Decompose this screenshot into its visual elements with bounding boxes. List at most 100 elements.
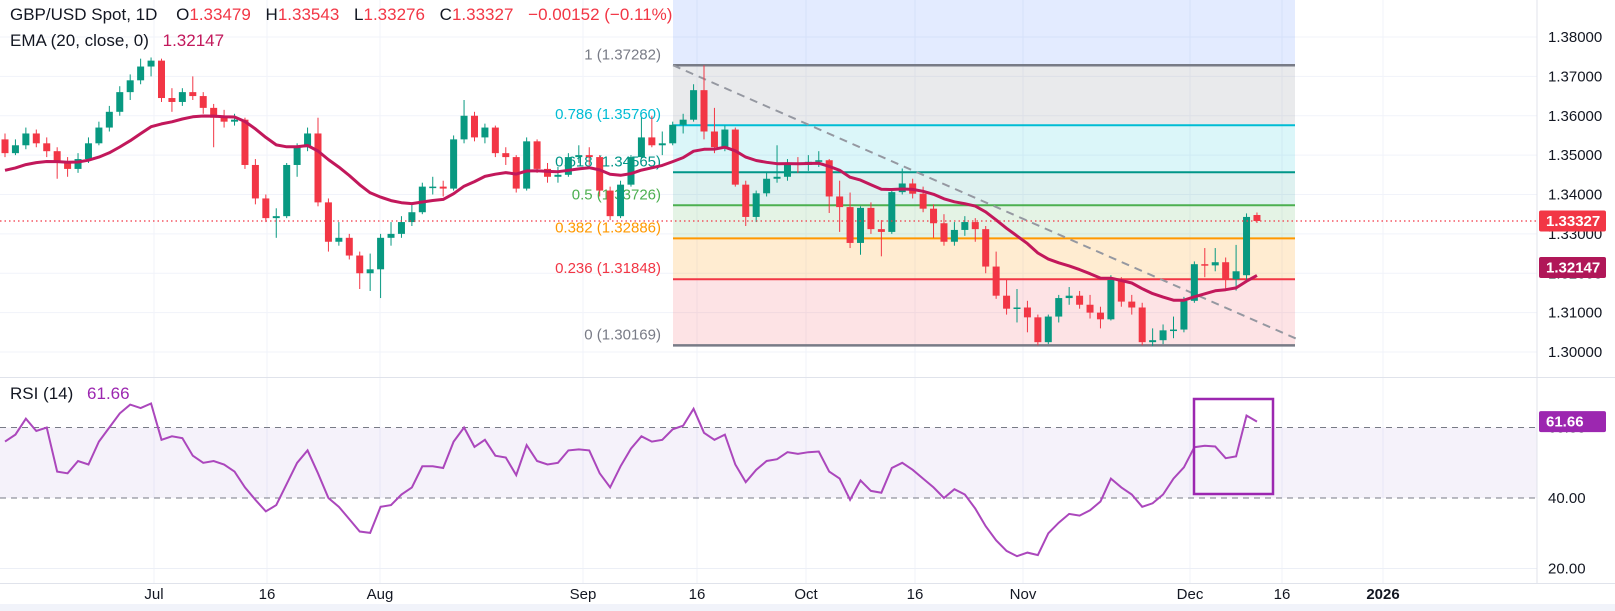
candle bbox=[930, 208, 938, 224]
fib-level-label-0.786: 0.786 (1.35760) bbox=[555, 106, 661, 123]
candle bbox=[1, 139, 9, 154]
candle bbox=[627, 157, 635, 185]
candle bbox=[64, 163, 72, 169]
ohlc-high-value: 1.33543 bbox=[277, 5, 340, 24]
time-axis[interactable]: Jul 16 Aug Sep 16 Oct 16 Nov Dec 16 2026 bbox=[144, 586, 1399, 603]
candle bbox=[742, 184, 750, 217]
candle bbox=[1180, 300, 1188, 330]
candle bbox=[888, 192, 896, 232]
candle bbox=[919, 193, 927, 209]
price-axis[interactable]: 1.380001.370001.360001.350001.340001.330… bbox=[1539, 29, 1606, 578]
candle bbox=[387, 233, 395, 238]
candle bbox=[950, 229, 958, 242]
fib-level-label-0.382: 0.382 (1.32886) bbox=[555, 219, 661, 236]
candle bbox=[1107, 279, 1115, 320]
candle bbox=[137, 66, 145, 81]
rsi-legend-label[interactable]: RSI (14) bbox=[10, 384, 74, 403]
fib-level-label-0: 0 (1.30169) bbox=[584, 326, 661, 343]
fib-band-1 bbox=[673, 65, 1295, 126]
candle bbox=[1253, 215, 1261, 221]
symbol-legend[interactable]: GBP/USD Spot, 1D O1.33479 H1.33543 L1.33… bbox=[10, 5, 672, 25]
candle bbox=[752, 193, 760, 217]
candle bbox=[992, 266, 1000, 296]
candle bbox=[815, 160, 823, 162]
candle bbox=[450, 139, 458, 189]
candle bbox=[262, 198, 270, 219]
candle bbox=[168, 98, 176, 102]
price-axis-label: 1.30000 bbox=[1548, 344, 1602, 361]
candle bbox=[523, 141, 531, 189]
candle bbox=[283, 164, 291, 217]
candle bbox=[32, 133, 40, 144]
ohlc-open-value: 1.33479 bbox=[189, 5, 251, 24]
rsi-value-badge: 61.66 bbox=[1539, 411, 1606, 433]
candle bbox=[178, 92, 186, 102]
time-axis-label-16: 16 bbox=[907, 586, 924, 603]
candle bbox=[1034, 317, 1042, 343]
candle bbox=[366, 269, 374, 274]
candle bbox=[126, 80, 134, 93]
candle bbox=[481, 127, 489, 138]
ohlc-low-value: 1.33276 bbox=[363, 5, 425, 24]
candle bbox=[220, 117, 228, 122]
ema-line bbox=[4, 114, 1258, 302]
fib-level-label-0.5: 0.5 (1.33726) bbox=[572, 186, 661, 203]
candle bbox=[617, 184, 625, 217]
candle bbox=[1201, 264, 1209, 266]
candle bbox=[1128, 301, 1136, 308]
rsi-legend[interactable]: RSI (14) 61.66 bbox=[10, 384, 130, 404]
candle bbox=[690, 90, 698, 120]
fib-band-6 bbox=[673, 279, 1295, 346]
symbol-title[interactable]: GBP/USD Spot, 1D bbox=[10, 5, 158, 24]
candle bbox=[491, 127, 499, 154]
fib-retracement[interactable]: 1 (1.37282) 0.786 (1.35760) 0.618 (1.34565… bbox=[555, 0, 1295, 347]
candle bbox=[314, 133, 322, 203]
fib-band-2 bbox=[673, 125, 1295, 173]
time-axis-label-Oct: Oct bbox=[794, 586, 818, 603]
candle bbox=[53, 151, 61, 163]
candle bbox=[564, 157, 572, 175]
price-axis-label: 1.38000 bbox=[1548, 29, 1602, 46]
candle bbox=[700, 90, 708, 132]
candle bbox=[397, 222, 405, 234]
candle bbox=[971, 222, 979, 230]
time-axis-label-16: 16 bbox=[259, 586, 276, 603]
candle bbox=[836, 196, 844, 208]
candle bbox=[731, 129, 739, 185]
candle bbox=[669, 124, 677, 144]
bottom-strip bbox=[0, 604, 1615, 611]
price-axis-label: 1.36000 bbox=[1548, 108, 1602, 125]
ohlc-close-value: 1.33327 bbox=[451, 5, 514, 24]
candle bbox=[679, 119, 687, 125]
rsi-pane[interactable] bbox=[0, 397, 1537, 558]
fib-level-label-0.618: 0.618 (1.34565) bbox=[555, 153, 661, 170]
candle bbox=[1138, 307, 1146, 343]
candle bbox=[11, 145, 19, 154]
ohlc-low-key: L bbox=[354, 5, 364, 24]
candle bbox=[857, 207, 865, 243]
candle bbox=[1096, 312, 1104, 320]
rsi-legend-value: 61.66 bbox=[87, 384, 130, 403]
candle bbox=[408, 212, 416, 223]
candle bbox=[637, 137, 645, 158]
candle bbox=[783, 163, 791, 177]
price-axis-label: 1.34000 bbox=[1548, 187, 1602, 204]
candle bbox=[606, 190, 614, 217]
candle bbox=[105, 111, 113, 128]
rsi-highlight-box[interactable] bbox=[1192, 397, 1275, 496]
candle bbox=[575, 155, 583, 158]
candle bbox=[961, 222, 969, 230]
fib-band-0 bbox=[673, 0, 1295, 66]
candle bbox=[648, 137, 656, 146]
ema-legend[interactable]: EMA (20, close, 0) 1.32147 bbox=[10, 31, 224, 51]
time-axis-label-16: 16 bbox=[1274, 586, 1291, 603]
candle bbox=[721, 129, 729, 148]
ema-value-badge-text: 1.32147 bbox=[1546, 259, 1600, 276]
candle bbox=[867, 207, 875, 230]
candle bbox=[22, 133, 30, 146]
ema-legend-label[interactable]: EMA (20, close, 0) bbox=[10, 31, 149, 50]
rsi-band bbox=[0, 427, 1537, 498]
rsi-value-badge-text: 61.66 bbox=[1546, 414, 1584, 431]
current-price-badge: 1.33327 bbox=[1539, 210, 1606, 232]
